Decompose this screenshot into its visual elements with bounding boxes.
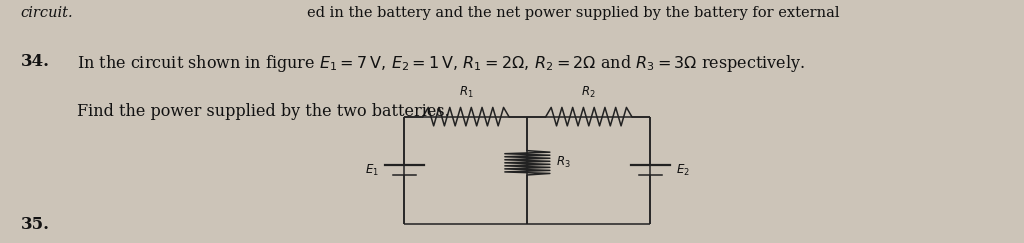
Text: In the circuit shown in figure $E_1 = 7\,\mathrm{V},\,E_2 = 1\,\mathrm{V},\,R_1 : In the circuit shown in figure $E_1 = 7\… <box>77 53 805 74</box>
Text: $R_2$: $R_2$ <box>582 85 596 100</box>
Text: $R_3$: $R_3$ <box>556 155 570 170</box>
Text: $R_1$: $R_1$ <box>459 85 473 100</box>
Text: circuit.: circuit. <box>20 6 73 20</box>
Text: Find the power supplied by the two batteries.: Find the power supplied by the two batte… <box>77 103 450 120</box>
Text: ed in the battery and the net power supplied by the battery for external: ed in the battery and the net power supp… <box>307 6 840 20</box>
Text: 35.: 35. <box>20 216 49 233</box>
Text: $E_1$: $E_1$ <box>365 163 379 178</box>
Text: 34.: 34. <box>20 53 49 70</box>
Text: $E_2$: $E_2$ <box>676 163 690 178</box>
